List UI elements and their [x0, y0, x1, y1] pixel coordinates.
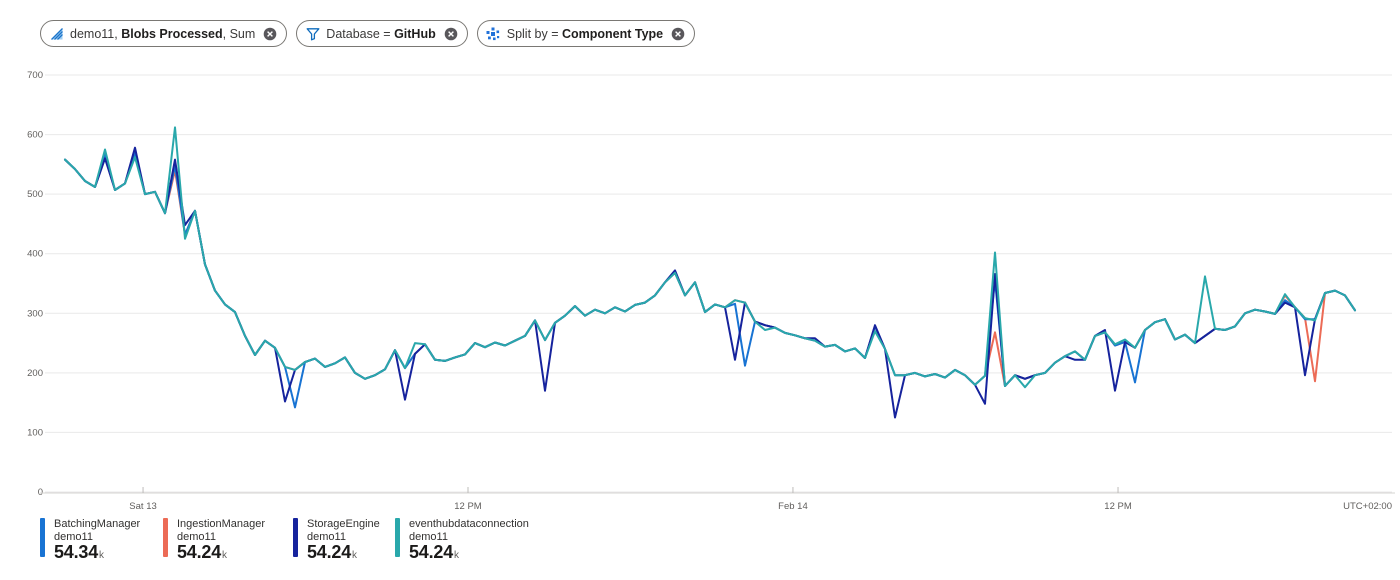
series-line-storageengine[interactable] [64, 146, 1356, 419]
metric-name-text: Blobs Processed [121, 26, 223, 41]
legend-series-scope: demo11 [54, 531, 93, 543]
metric-agg-text: , Sum [222, 26, 256, 41]
close-icon[interactable] [671, 27, 685, 41]
legend-value-unit: k [222, 550, 227, 561]
legend-item-batchingmanager[interactable]: BatchingManager demo11 54.34k [40, 518, 140, 564]
legend-value-unit: k [352, 550, 357, 561]
legend-series-name: StorageEngine [307, 518, 380, 530]
legend-series-scope: demo11 [307, 531, 346, 543]
x-axis-label-0: Sat 13 [129, 501, 156, 512]
legend-series-value: 54.24k [177, 542, 227, 562]
y-axis-label-200: 200 [27, 368, 43, 379]
legend-swatch [40, 518, 45, 557]
legend-swatch [293, 518, 298, 557]
series-line-batchingmanager[interactable] [64, 151, 1356, 409]
filter-value-text: GitHub [394, 26, 436, 41]
legend-swatch [395, 518, 400, 557]
metric-pill-text: demo11, Blobs Processed, Sum [70, 27, 255, 41]
close-icon[interactable] [263, 27, 277, 41]
filter-funnel-icon [305, 26, 320, 41]
x-axis-label-2: Feb 14 [778, 501, 808, 512]
y-axis-label-600: 600 [27, 130, 43, 141]
split-label-text: Split by = [506, 26, 562, 41]
legend-value-unit: k [454, 550, 459, 561]
legend-series-scope: demo11 [177, 531, 216, 543]
x-axis-label-3: 12 PM [1104, 501, 1132, 512]
metric-pill[interactable]: demo11, Blobs Processed, Sum [40, 20, 288, 47]
legend-item-eventhubdataconnection[interactable]: eventhubdataconnection demo11 54.24k [395, 518, 529, 564]
filter-pill-row: demo11, Blobs Processed, Sum Database = … [40, 20, 696, 47]
legend-series-name: eventhubdataconnection [409, 518, 529, 530]
legend-swatch [163, 518, 168, 557]
legend-series-value: 54.24k [409, 542, 459, 562]
split-by-pill[interactable]: Split by = Component Type [476, 20, 696, 47]
filter-pill-text: Database = GitHub [326, 27, 435, 41]
legend-item-storageengine[interactable]: StorageEngine demo11 54.24k [293, 518, 380, 564]
split-pill-text: Split by = Component Type [507, 27, 663, 41]
y-axis-label-700: 700 [27, 70, 43, 81]
legend-item-ingestionmanager[interactable]: IngestionManager demo11 54.24k [163, 518, 265, 564]
filter-label-text: Database = [326, 26, 395, 41]
y-axis-label-100: 100 [27, 427, 43, 438]
legend-series-value: 54.24k [307, 542, 357, 562]
legend-series-name: IngestionManager [177, 518, 266, 530]
split-value-text: Component Type [561, 26, 664, 41]
y-axis-label-500: 500 [27, 189, 43, 200]
legend-series-name: BatchingManager [54, 518, 141, 530]
x-axis-label-1: 12 PM [454, 501, 482, 512]
utc-offset-label: UTC+02:00 [1343, 501, 1392, 512]
metric-scope-text: demo11, [70, 26, 122, 41]
series-line-eventhubdataconnection[interactable] [64, 126, 1356, 389]
legend-series-scope: demo11 [409, 531, 448, 543]
y-axis-label-400: 400 [27, 249, 43, 260]
metric-chart-icon [49, 26, 64, 41]
y-axis-label-300: 300 [27, 308, 43, 319]
legend-value-unit: k [99, 550, 104, 561]
split-by-icon [486, 26, 501, 41]
legend-series-value: 54.34k [54, 542, 104, 562]
filter-pill[interactable]: Database = GitHub [296, 20, 468, 47]
close-icon[interactable] [444, 27, 458, 41]
